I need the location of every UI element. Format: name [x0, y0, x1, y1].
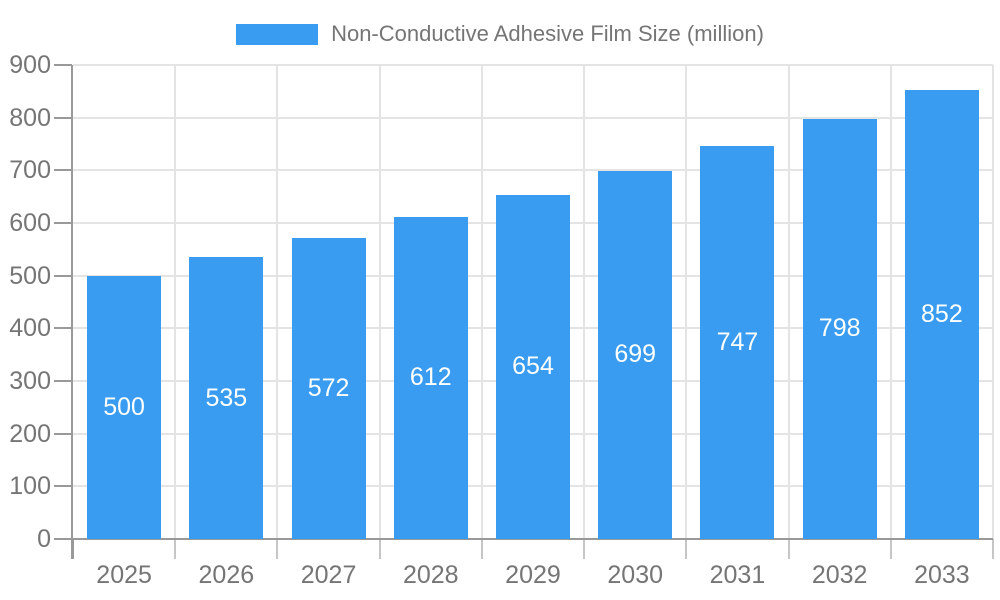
x-axis-label: 2033: [914, 561, 970, 589]
x-axis-label: 2030: [607, 561, 664, 589]
x-axis-tick: [174, 539, 177, 559]
y-axis-label: 900: [9, 51, 51, 79]
bar[interactable]: 572: [291, 237, 366, 539]
legend[interactable]: Non-Conductive Adhesive Film Size (milli…: [0, 21, 1000, 47]
x-axis-label: 2031: [709, 561, 766, 589]
bar[interactable]: 535: [189, 257, 264, 539]
y-axis-tick: [54, 169, 72, 172]
bar-value-label: 699: [614, 340, 657, 369]
bar-value-label: 747: [716, 327, 759, 356]
y-axis-label: 0: [37, 525, 51, 553]
x-gridline: [276, 65, 279, 539]
y-axis-tick: [54, 538, 72, 540]
bar[interactable]: 852: [904, 90, 979, 539]
bar[interactable]: 500: [87, 275, 162, 539]
x-axis-label: 2028: [402, 561, 459, 589]
x-gridline: [583, 65, 586, 539]
bar-value-label: 798: [818, 314, 861, 343]
y-axis-tick: [54, 485, 72, 488]
y-gridline: [73, 169, 993, 172]
bar[interactable]: 699: [598, 170, 673, 539]
legend-label: Non-Conductive Adhesive Film Size (milli…: [331, 21, 764, 46]
y-axis-label: 300: [9, 367, 51, 395]
x-axis-label: 2029: [505, 561, 561, 589]
bar[interactable]: 747: [700, 145, 775, 539]
x-axis-tick: [787, 539, 790, 559]
x-axis-tick: [889, 539, 892, 559]
x-axis-label: 2026: [198, 561, 255, 589]
x-axis-tick: [378, 539, 381, 559]
bar-value-label: 535: [205, 383, 248, 412]
x-gridline: [889, 65, 892, 539]
y-axis-label: 800: [9, 103, 51, 132]
y-axis-tick: [54, 432, 72, 435]
x-axis-tick: [992, 539, 994, 559]
y-axis-line: [71, 65, 73, 559]
y-axis-label: 700: [9, 156, 51, 185]
y-axis-tick: [54, 380, 72, 382]
bar-value-label: 654: [512, 352, 554, 381]
y-gridline: [73, 116, 993, 119]
x-gridline: [685, 65, 688, 539]
y-axis-label: 600: [9, 209, 51, 237]
x-axis-label: 2032: [811, 561, 868, 589]
y-axis-tick: [54, 64, 72, 66]
y-axis-tick: [54, 274, 72, 277]
y-axis-label: 200: [9, 419, 51, 448]
bar[interactable]: 654: [496, 194, 570, 539]
legend-swatch: [236, 23, 319, 45]
x-axis-label: 2027: [300, 561, 357, 589]
x-gridline: [378, 65, 381, 539]
bar-value-label: 572: [307, 373, 350, 402]
x-axis-line: [73, 538, 993, 540]
x-gridline: [174, 65, 177, 539]
bar-value-label: 500: [103, 392, 145, 421]
y-axis-label: 100: [9, 472, 51, 501]
x-axis-tick: [685, 539, 688, 559]
x-axis-tick: [583, 539, 586, 559]
x-axis-tick: [72, 539, 74, 559]
bar[interactable]: 798: [802, 118, 877, 539]
x-axis-label: 2025: [96, 561, 152, 589]
y-axis-tick: [54, 116, 72, 119]
bar-value-label: 612: [409, 363, 452, 392]
bar-value-label: 852: [921, 300, 963, 329]
x-gridline: [480, 65, 483, 539]
y-axis-label: 500: [9, 261, 51, 290]
x-axis-tick: [480, 539, 483, 559]
y-axis-tick: [54, 222, 72, 224]
y-gridline: [73, 64, 993, 66]
x-gridline: [992, 65, 994, 539]
bar[interactable]: 612: [393, 216, 468, 539]
y-axis-tick: [54, 327, 72, 330]
x-axis-tick: [276, 539, 279, 559]
y-axis-label: 400: [9, 314, 51, 343]
x-gridline: [787, 65, 790, 539]
